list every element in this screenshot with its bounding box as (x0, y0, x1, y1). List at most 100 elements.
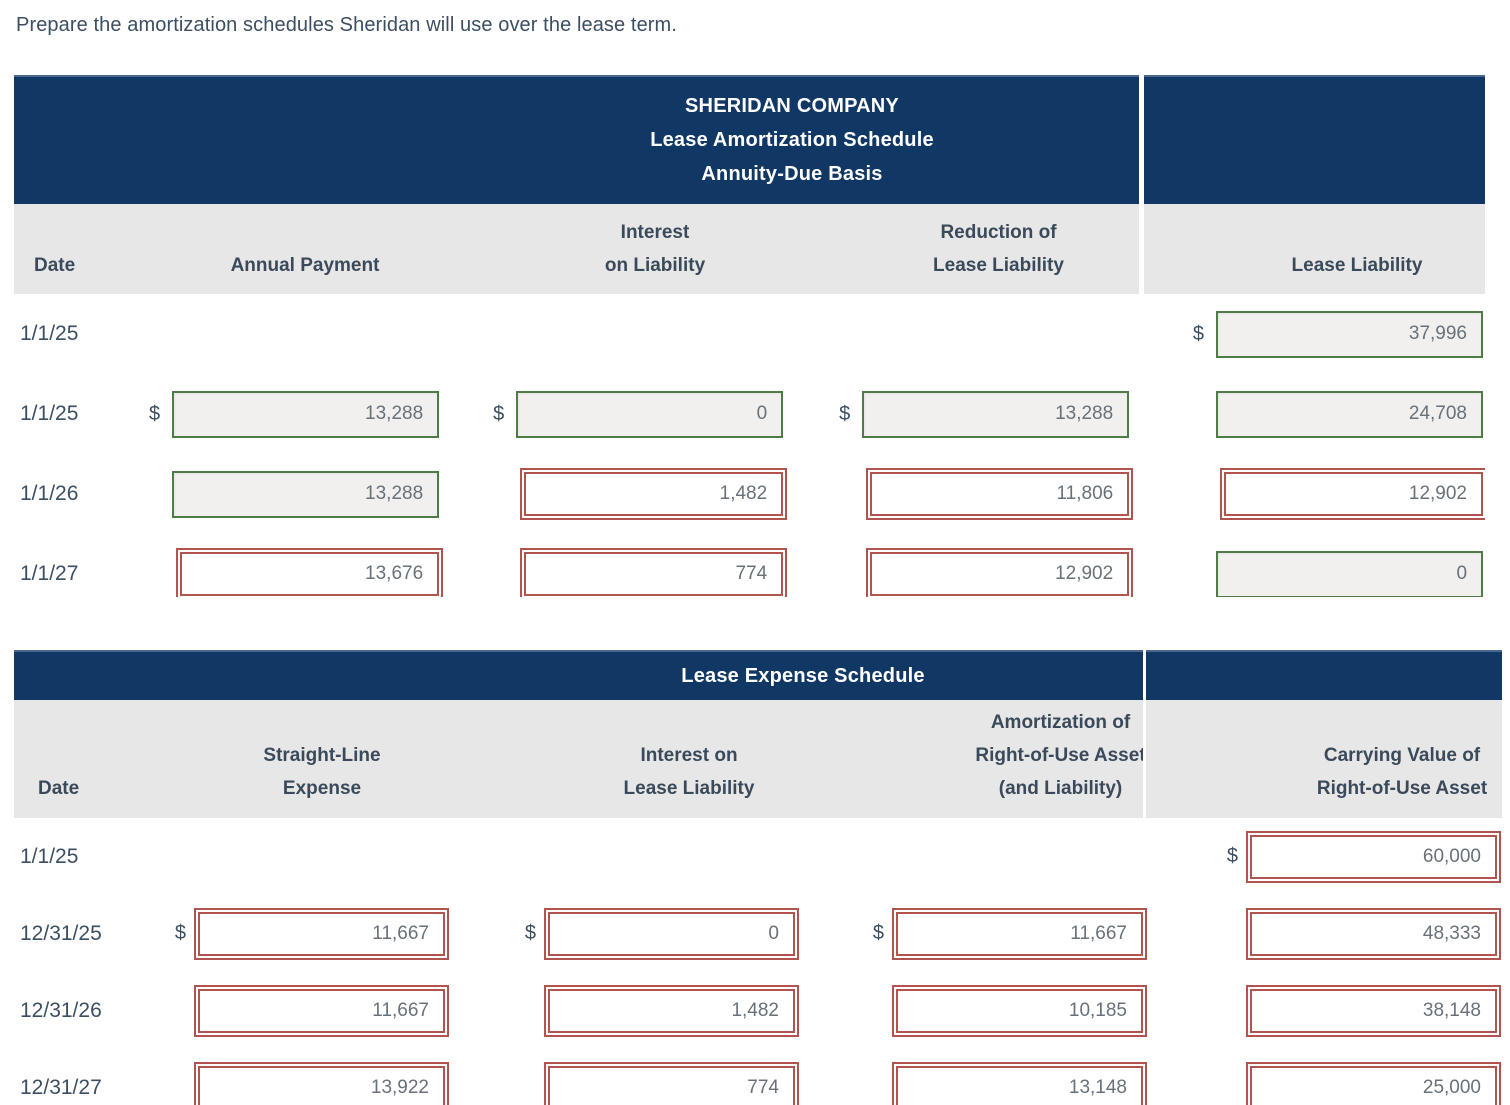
answer-value: 12,902 (1408, 483, 1468, 504)
answer-value: 0 (1456, 563, 1468, 584)
table-rows: 1/1/25 $60,000 12/31/25 $11,667 $0 $11,667 48,… (14, 818, 1502, 1105)
answer-value: 13,288 (365, 483, 424, 504)
answer-field[interactable]: 13,676 (176, 548, 444, 597)
answer-value: 38,148 (1422, 999, 1481, 1021)
row-date: 1/1/25 (20, 322, 79, 345)
amount-cell: $13,288 (803, 390, 1130, 438)
amount-cell: 12,902 (803, 548, 1134, 597)
answer-value: 10,185 (1068, 999, 1127, 1021)
answer-field[interactable]: 0 (544, 907, 799, 960)
amount-cell: 13,148 (810, 1061, 1147, 1105)
amount-cell: $60,000 (1146, 830, 1501, 883)
amount-cell: 24,708 (1134, 390, 1485, 438)
answer-value: 13,148 (1068, 1076, 1127, 1098)
answer-value: 11,667 (372, 922, 429, 944)
answer-value: 25,000 (1422, 1076, 1481, 1098)
amount-cell: 0 (1134, 550, 1485, 597)
instruction-text: Prepare the amortization schedules Sheri… (16, 14, 677, 36)
column-header: Amortization of Right-of-Use Asset (and Li… (894, 706, 1227, 805)
column-divider (1143, 650, 1146, 818)
answer-value: 13,676 (365, 563, 424, 584)
answer-value: 48,333 (1422, 922, 1481, 944)
dollar-sign: $ (872, 922, 884, 944)
answer-value: 1,482 (719, 483, 768, 504)
answer-field[interactable]: 38,148 (1246, 984, 1501, 1037)
column-divider (1139, 75, 1144, 294)
amount-cell: 1,482 (456, 468, 803, 520)
answer-value: 11,667 (1070, 922, 1127, 944)
schedule-row: 12/31/26 11,667 1,482 10,185 38,148 (14, 972, 1502, 1049)
table-title-line: Annuity-Due Basis (701, 163, 883, 185)
answer-field[interactable]: 1,482 (544, 984, 799, 1037)
table-rows: 1/1/25 $37,996 1/1/25 $13,288 $0 $13,288 24,70… (14, 294, 1485, 597)
column-header: Lease Liability (1180, 249, 1485, 282)
dollar-sign: $ (524, 922, 536, 944)
column-header-line: Right-of-Use Asset (1316, 778, 1488, 799)
answer-field[interactable]: 48,333 (1246, 907, 1501, 960)
answer-field[interactable]: 1,482 (520, 468, 788, 520)
amount-cell: 12,902 (1134, 468, 1485, 520)
row-date: 1/1/27 (20, 562, 79, 585)
amount-cell: 1,482 (460, 984, 810, 1037)
amount-cell: 13,288 (149, 470, 456, 518)
column-header-line: Straight-Line (263, 745, 381, 766)
row-date: 1/1/25 (20, 844, 79, 868)
column-header-line: Amortization of (990, 712, 1131, 733)
amount-cell: 10,185 (810, 984, 1147, 1037)
answer-field[interactable]: 10,185 (892, 984, 1147, 1037)
amount-cell: 13,676 (149, 548, 456, 597)
answer-field[interactable]: 13,922 (194, 1061, 449, 1105)
column-header: Carrying Value of Right-of-Use Asset (1226, 739, 1502, 805)
schedule-row: 1/1/26 13,288 1,482 11,806 12,902 (14, 454, 1485, 534)
amount-cell: $37,996 (1134, 310, 1485, 358)
answer-value: 11,667 (372, 999, 429, 1021)
answer-field[interactable]: 774 (544, 1061, 799, 1105)
amount-cell: 11,806 (803, 468, 1134, 520)
answer-field[interactable]: 774 (520, 548, 788, 597)
schedule-row: 12/31/25 $11,667 $0 $11,667 48,333 (14, 895, 1502, 972)
answer-field[interactable]: 11,667 (194, 984, 449, 1037)
dollar-sign: $ (493, 402, 505, 425)
dollar-sign: $ (149, 402, 161, 425)
amount-cell: 774 (456, 548, 803, 597)
answer-value: 13,288 (1055, 403, 1114, 424)
lease-expense-schedule-table: Lease Expense Schedule Date Straight-Line… (14, 650, 1502, 1105)
answer-field[interactable]: 13,148 (892, 1061, 1147, 1105)
row-date: 1/1/25 (20, 402, 79, 425)
answer-value: 774 (747, 1076, 779, 1098)
column-header: Straight-Line Expense (167, 739, 477, 805)
answer-field[interactable]: 12,902 (1220, 468, 1485, 520)
column-header-line: Interest on (640, 745, 738, 766)
amount-cell: $0 (456, 390, 803, 438)
dollar-sign: $ (1192, 322, 1205, 345)
dollar-sign: $ (174, 922, 186, 944)
answer-value: 24,708 (1408, 403, 1468, 424)
answer-value: 13,288 (365, 403, 424, 424)
answer-value: 1,482 (731, 999, 779, 1021)
column-header-line: Lease Liability (1291, 255, 1423, 276)
amount-cell: 48,333 (1146, 907, 1501, 960)
row-date: 12/31/26 (20, 998, 102, 1022)
table-title-bar: SHERIDAN COMPANY Lease Amortization Sched… (14, 75, 1485, 204)
answer-field[interactable]: 25,000 (1246, 1061, 1501, 1105)
answer-field[interactable]: 12,902 (866, 548, 1134, 597)
column-header-line: on Liability (604, 255, 706, 276)
answer-value: 12,902 (1055, 563, 1114, 584)
row-date: 12/31/27 (20, 1075, 102, 1099)
answer-field[interactable]: 11,806 (866, 468, 1134, 520)
column-header-line: Annual Payment (230, 255, 380, 276)
amount-cell: $11,667 (810, 907, 1147, 960)
amount-cell: $0 (460, 907, 810, 960)
answer-field[interactable]: 11,667 (194, 907, 449, 960)
column-header-line: Carrying Value of (1323, 745, 1481, 766)
table-header-row: Date Annual Payment Interest on Liability Re… (14, 204, 1485, 294)
column-header: Date (14, 772, 150, 805)
dollar-sign: $ (1226, 845, 1238, 867)
answer-value: 0 (768, 922, 779, 944)
amount-cell: $13,288 (149, 390, 456, 438)
column-header-line: Lease Liability (933, 255, 1064, 276)
amount-cell: 13,922 (150, 1061, 460, 1105)
answer-field[interactable]: 60,000 (1246, 830, 1501, 883)
column-header-line: Reduction of (940, 222, 1057, 243)
answer-field[interactable]: 11,667 (892, 907, 1147, 960)
